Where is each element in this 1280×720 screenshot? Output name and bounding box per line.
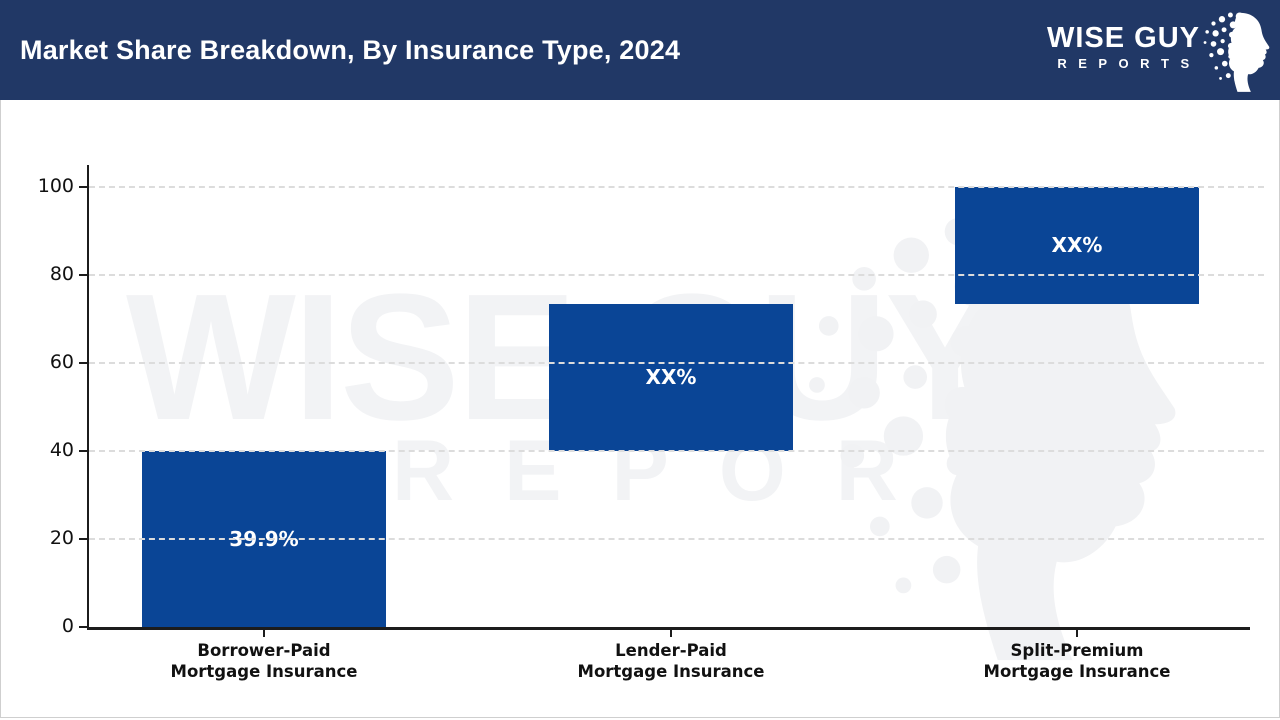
- y-axis-line: [87, 165, 89, 628]
- y-tick-label-60: 60: [49, 351, 74, 373]
- category-label-1: Borrower-Paid Mortgage Insurance: [170, 641, 358, 681]
- category-label-2: Lender-Paid Mortgage Insurance: [577, 641, 765, 681]
- x-tick-2: [670, 629, 672, 637]
- logo-face-icon: [1198, 10, 1272, 94]
- gridline-80: [89, 274, 1264, 276]
- y-tick-label-0: 0: [61, 615, 74, 637]
- y-tick-0: [79, 626, 87, 628]
- category-label-3: Split-Premium Mortgage Insurance: [983, 641, 1171, 681]
- title-banner: Market Share Breakdown, By Insurance Typ…: [0, 0, 1280, 100]
- x-tick-3: [1076, 629, 1078, 637]
- y-tick-60: [79, 362, 87, 364]
- y-tick-40: [79, 450, 87, 452]
- bar-3: XX%: [955, 187, 1199, 304]
- gridline-20: [89, 538, 1264, 540]
- x-axis-line: [87, 627, 1250, 630]
- gridline-40: [89, 450, 1264, 452]
- logo-subtitle: REPORTS: [1057, 56, 1201, 71]
- y-tick-20: [79, 538, 87, 540]
- page-title: Market Share Breakdown, By Insurance Typ…: [20, 34, 681, 65]
- y-tick-100: [79, 186, 87, 188]
- bar-value-label-3: XX%: [1051, 233, 1103, 258]
- y-tick-80: [79, 274, 87, 276]
- y-tick-label-100: 100: [37, 175, 74, 197]
- bar-value-label-2: XX%: [645, 365, 697, 390]
- gridline-100: [89, 186, 1264, 188]
- y-tick-label-40: 40: [49, 439, 74, 461]
- bar-2: XX%: [549, 303, 793, 451]
- logo-wordmark: WISE GUY: [1046, 22, 1200, 54]
- y-tick-label-80: 80: [49, 263, 74, 285]
- x-tick-1: [263, 629, 265, 637]
- logo-text: WISE GUY REPORTS: [1047, 22, 1200, 71]
- gridline-60: [89, 362, 1264, 364]
- wise-guy-reports-logo: WISE GUY REPORTS: [1022, 4, 1272, 96]
- y-tick-label-20: 20: [49, 527, 74, 549]
